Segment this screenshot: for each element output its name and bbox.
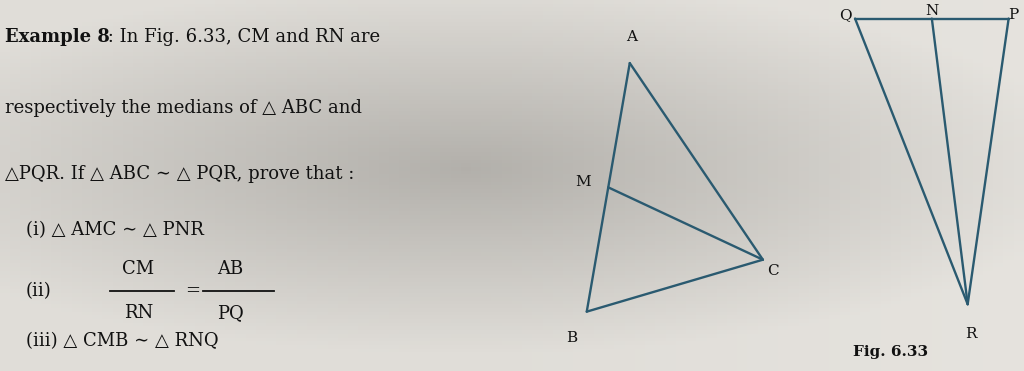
Text: M: M [575,175,591,189]
Text: Q: Q [840,8,852,22]
Text: △PQR. If △ ABC ∼ △ PQR, prove that :: △PQR. If △ ABC ∼ △ PQR, prove that : [5,165,354,183]
Text: C: C [767,264,779,278]
Text: Example 8: Example 8 [5,28,110,46]
Text: R: R [965,327,977,341]
Text: P: P [1009,8,1019,22]
Text: N: N [926,4,938,18]
Text: PQ: PQ [217,305,244,322]
Text: A: A [627,30,637,44]
Text: =: = [185,282,200,300]
Text: AB: AB [217,260,244,278]
Text: respectively the medians of △ ABC and: respectively the medians of △ ABC and [5,99,362,116]
Text: RN: RN [124,305,153,322]
Text: CM: CM [122,260,155,278]
Text: (i) △ AMC ∼ △ PNR: (i) △ AMC ∼ △ PNR [26,221,204,239]
Text: Fig. 6.33: Fig. 6.33 [853,345,929,359]
Text: : In Fig. 6.33, CM and RN are: : In Fig. 6.33, CM and RN are [102,28,381,46]
Text: (iii) △ CMB ∼ △ RNQ: (iii) △ CMB ∼ △ RNQ [26,332,218,350]
Text: (ii): (ii) [26,282,51,300]
Text: B: B [566,331,577,345]
